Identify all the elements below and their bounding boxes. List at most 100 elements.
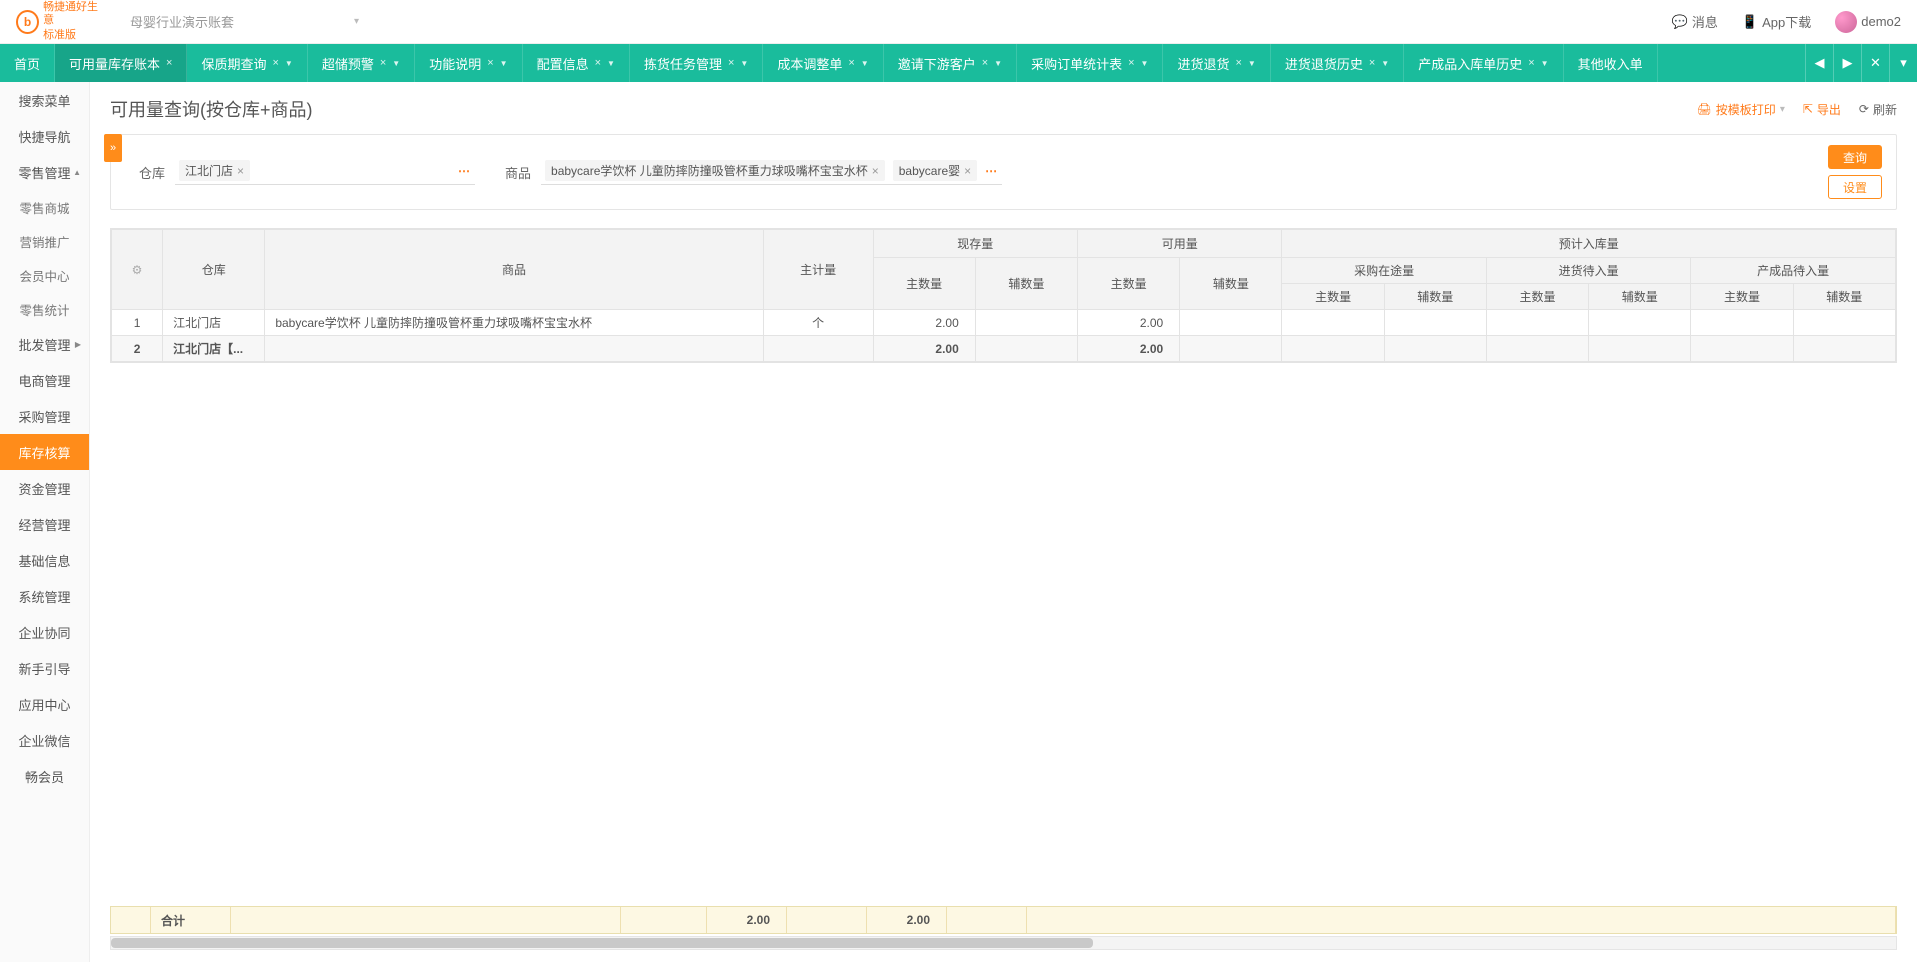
chevron-down-icon[interactable]: ▼ (1541, 59, 1549, 68)
chevron-down-icon[interactable]: ▼ (1248, 59, 1256, 68)
col-avail-main[interactable]: 主数量 (1078, 258, 1180, 310)
tab[interactable]: 其他收入单 (1564, 44, 1658, 82)
sidebar-item[interactable]: 采购管理 (0, 398, 89, 434)
col-unit[interactable]: 主计量 (763, 230, 873, 310)
col-gear[interactable]: ⚙ (112, 230, 163, 310)
sidebar-subitem[interactable]: 会员中心 (0, 258, 89, 292)
scrollbar-thumb[interactable] (111, 938, 1093, 948)
sidebar-item[interactable]: 应用中心 (0, 686, 89, 722)
col-stock-aux[interactable]: 辅数量 (975, 258, 1077, 310)
col-product[interactable]: 商品 (265, 230, 763, 310)
filter-tag[interactable]: babycare学饮杯 儿童防摔防撞吸管杯重力球吸嘴杯宝宝水杯× (545, 160, 885, 181)
col-warehouse[interactable]: 仓库 (163, 230, 265, 310)
sidebar-item[interactable]: 零售管理▲ (0, 154, 89, 190)
col-stock-main[interactable]: 主数量 (873, 258, 975, 310)
close-icon[interactable]: × (1128, 57, 1134, 69)
close-icon[interactable]: × (848, 57, 854, 69)
horizontal-scrollbar[interactable] (110, 936, 1897, 950)
tab[interactable]: 可用量库存账本× (55, 44, 187, 82)
close-icon[interactable]: × (272, 57, 278, 69)
sidebar-subitem[interactable]: 营销推广 (0, 224, 89, 258)
chevron-down-icon[interactable]: ▼ (285, 59, 293, 68)
tab-menu[interactable]: ▾ (1889, 44, 1917, 82)
sidebar-item[interactable]: 新手引导 (0, 650, 89, 686)
close-icon[interactable]: × (1528, 57, 1534, 69)
chevron-down-icon[interactable]: ▼ (861, 59, 869, 68)
tab[interactable]: 邀请下游客户×▼ (884, 44, 1017, 82)
tab[interactable]: 进货退货×▼ (1163, 44, 1270, 82)
col-finished-main[interactable]: 主数量 (1691, 284, 1793, 310)
tab[interactable]: 首页 (0, 44, 55, 82)
sidebar-subitem[interactable]: 零售统计 (0, 292, 89, 326)
col-avail-aux[interactable]: 辅数量 (1180, 258, 1282, 310)
close-icon[interactable]: × (380, 57, 386, 69)
close-icon[interactable]: × (982, 57, 988, 69)
more-icon[interactable]: ⋯ (985, 164, 998, 178)
chevron-down-icon[interactable]: ▼ (740, 59, 748, 68)
close-icon[interactable]: × (595, 57, 601, 69)
chevron-down-icon[interactable]: ▼ (500, 59, 508, 68)
tab[interactable]: 拣货任务管理×▼ (630, 44, 763, 82)
table-row[interactable]: 1江北门店babycare学饮杯 儿童防摔防撞吸管杯重力球吸嘴杯宝宝水杯个2.0… (112, 310, 1896, 336)
col-goodsin-aux[interactable]: 辅数量 (1589, 284, 1691, 310)
chevron-down-icon[interactable]: ▼ (392, 59, 400, 68)
filter-tag[interactable]: 江北门店× (179, 160, 250, 181)
col-finished-aux[interactable]: 辅数量 (1793, 284, 1895, 310)
print-button[interactable]: 🖨 按模板打印 ▾ (1697, 101, 1785, 118)
tab[interactable]: 功能说明×▼ (415, 44, 522, 82)
more-icon[interactable]: ⋯ (458, 164, 471, 178)
logo[interactable]: b 畅捷通好生意 标准版 (16, 1, 106, 41)
close-icon[interactable]: × (166, 57, 172, 69)
warehouse-filter-input[interactable]: 江北门店× ⋯ (175, 159, 475, 185)
close-icon[interactable]: × (964, 164, 971, 178)
user-menu[interactable]: demo2 (1835, 11, 1901, 33)
chevron-down-icon[interactable]: ▼ (1381, 59, 1389, 68)
sidebar-item[interactable]: 快捷导航 (0, 118, 89, 154)
sidebar-item[interactable]: 库存核算 (0, 434, 89, 470)
sidebar-item[interactable]: 畅会员 (0, 758, 89, 794)
tab[interactable]: 进货退货历史×▼ (1271, 44, 1404, 82)
close-icon[interactable]: × (1369, 57, 1375, 69)
sidebar-item[interactable]: 批发管理▶ (0, 326, 89, 362)
refresh-button[interactable]: ⟳ 刷新 (1859, 101, 1897, 118)
close-icon[interactable]: × (872, 164, 879, 178)
messages-link[interactable]: 💬 消息 (1672, 12, 1718, 31)
chevron-down-icon[interactable]: ▼ (994, 59, 1002, 68)
col-goodsin-main[interactable]: 主数量 (1486, 284, 1588, 310)
org-selector[interactable]: 母婴行业演示账套 ▾ (130, 12, 359, 31)
sidebar-item[interactable]: 搜索菜单 (0, 82, 89, 118)
export-button[interactable]: ⇱ 导出 (1803, 101, 1841, 118)
sidebar-item[interactable]: 经营管理 (0, 506, 89, 542)
tab-scroll-right[interactable]: ▶ (1833, 44, 1861, 82)
filter-tag[interactable]: babycare婴× (893, 160, 977, 181)
chevron-down-icon[interactable]: ▼ (607, 59, 615, 68)
filter-collapse-handle[interactable]: » (104, 134, 122, 162)
query-button[interactable]: 查询 (1828, 145, 1882, 169)
close-icon[interactable]: × (1235, 57, 1241, 69)
sidebar-item[interactable]: 系统管理 (0, 578, 89, 614)
tab[interactable]: 采购订单统计表×▼ (1017, 44, 1163, 82)
tab-scroll-left[interactable]: ◀ (1805, 44, 1833, 82)
col-purchase-aux[interactable]: 辅数量 (1384, 284, 1486, 310)
table-row[interactable]: 2江北门店【...2.002.00 (112, 336, 1896, 362)
app-download-link[interactable]: 📱 App下载 (1742, 12, 1811, 31)
chevron-down-icon[interactable]: ▼ (1141, 59, 1149, 68)
sidebar-item[interactable]: 资金管理 (0, 470, 89, 506)
tab[interactable]: 保质期查询×▼ (187, 44, 307, 82)
sidebar-item[interactable]: 企业微信 (0, 722, 89, 758)
tab[interactable]: 成本调整单×▼ (763, 44, 883, 82)
tab[interactable]: 配置信息×▼ (523, 44, 630, 82)
product-filter-input[interactable]: babycare学饮杯 儿童防摔防撞吸管杯重力球吸嘴杯宝宝水杯× babycare… (541, 159, 1002, 185)
tab[interactable]: 超储预警×▼ (308, 44, 415, 82)
tab-close-all[interactable]: ✕ (1861, 44, 1889, 82)
tab[interactable]: 产成品入库单历史×▼ (1404, 44, 1563, 82)
close-icon[interactable]: × (487, 57, 493, 69)
sidebar-item[interactable]: 电商管理 (0, 362, 89, 398)
sidebar-subitem[interactable]: 零售商城 (0, 190, 89, 224)
sidebar-item[interactable]: 基础信息 (0, 542, 89, 578)
col-purchase-main[interactable]: 主数量 (1282, 284, 1384, 310)
close-icon[interactable]: × (237, 164, 244, 178)
settings-button[interactable]: 设置 (1828, 175, 1882, 199)
close-icon[interactable]: × (728, 57, 734, 69)
sidebar-item[interactable]: 企业协同 (0, 614, 89, 650)
